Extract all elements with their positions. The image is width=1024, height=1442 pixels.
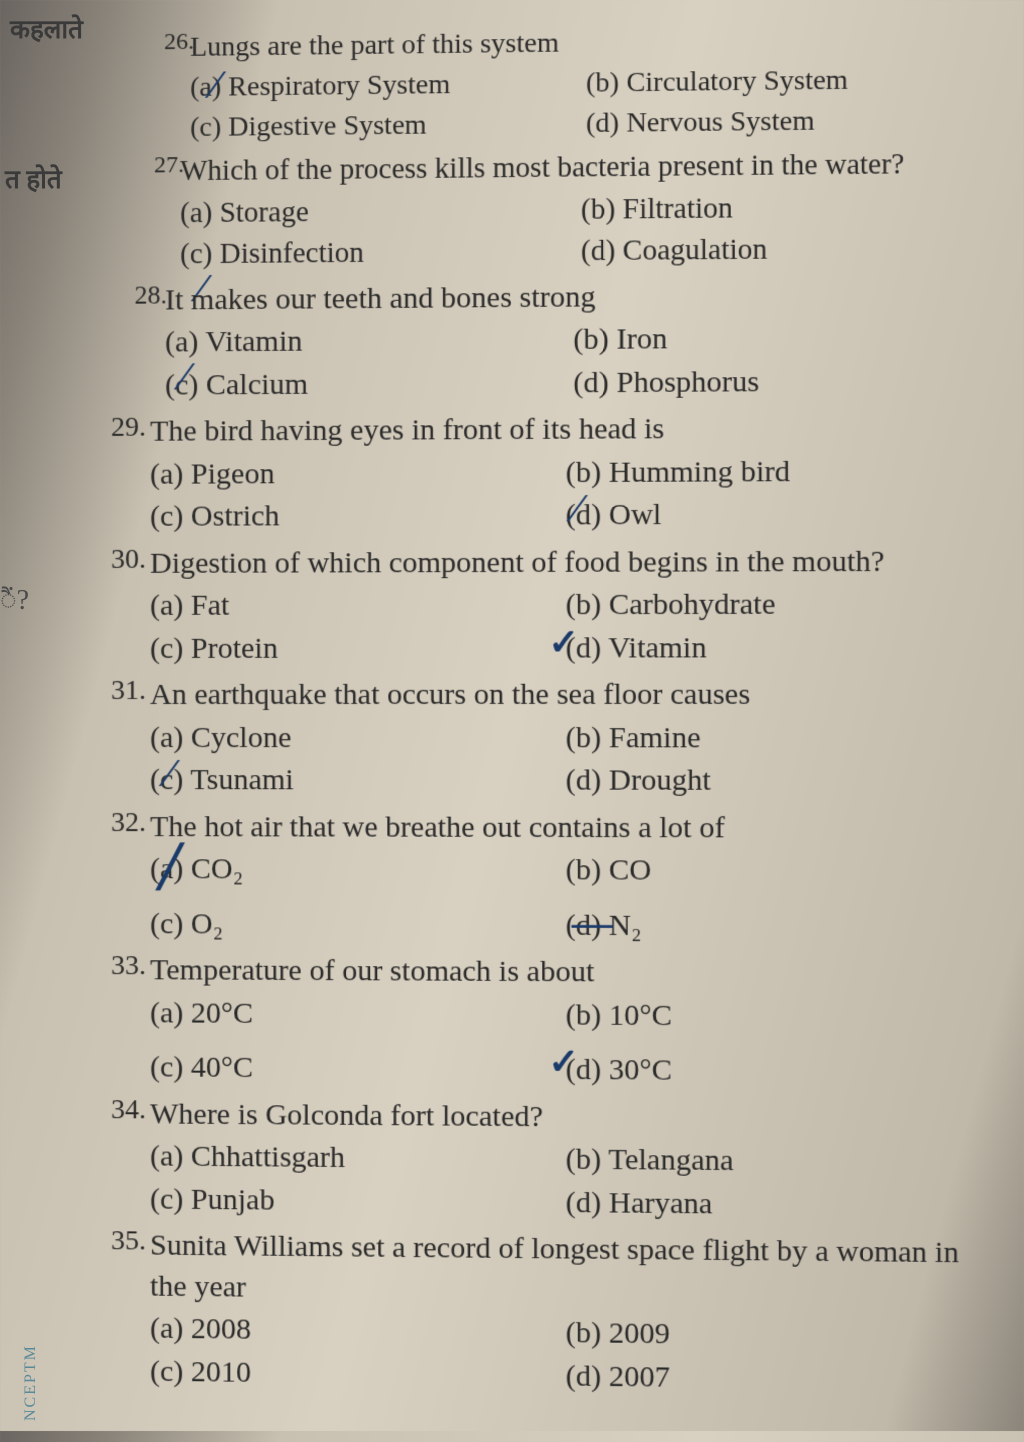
- question-30: 30. Digestion of which component of food…: [150, 541, 967, 669]
- q35-opt-c: (c) 2010: [150, 1351, 545, 1396]
- q32-options: (a) CO₂ (b) CO (c) O₂ (d) N₂: [150, 849, 967, 947]
- question-29: 29. The bird having eyes in front of its…: [150, 408, 967, 538]
- question-28: 28. It makes our teeth and bones strong …: [165, 274, 967, 406]
- question-31: 31. An earthquake that occurs on the sea…: [150, 675, 967, 802]
- side-q-marker: ैं?: [0, 580, 29, 618]
- q30-opt-d: (d) Vitamin: [566, 627, 967, 668]
- q26-text: Lungs are the part of this system: [190, 20, 967, 67]
- q30-opt-c: (c) Protein: [150, 628, 545, 669]
- q27-opt-c: (c) Disinfection: [180, 232, 560, 274]
- q26-options: (a) Respiratory System (b) Circulatory S…: [190, 60, 967, 146]
- q33-text: Temperature of our stomach is about: [150, 951, 967, 995]
- question-27: 27. Which of the process kills most bact…: [180, 145, 967, 274]
- brand-label: NCEPTM: [22, 1344, 40, 1421]
- q29-opt-c: (c) Ostrich: [150, 496, 545, 538]
- question-32: 32. The hot air that we breathe out cont…: [150, 807, 967, 948]
- q34-opt-d: (d) Haryana: [566, 1183, 967, 1227]
- q26-opt-d: (d) Nervous System: [586, 100, 967, 142]
- q33-number: 33.: [102, 950, 146, 982]
- q34-opt-b: (b) Telangana: [566, 1140, 967, 1184]
- q26-opt-b: (b) Circulatory System: [586, 60, 967, 102]
- q33-opt-b: (b) 10°C: [566, 995, 967, 1038]
- q35-opt-a: (a) 2008: [150, 1309, 545, 1354]
- q30-options: (a) Fat (b) Carbohydrate (c) Protein (d)…: [150, 584, 967, 669]
- question-35: 35. Sunita Williams set a record of long…: [150, 1226, 967, 1402]
- q32-opt-d: (d) N₂: [566, 905, 967, 947]
- q34-opt-c: (c) Punjab: [150, 1179, 545, 1223]
- q35-opt-b: (b) 2009: [566, 1313, 967, 1358]
- q30-opt-b: (b) Carbohydrate: [566, 584, 967, 626]
- q29-opt-a: (a) Pigeon: [150, 453, 545, 495]
- q28-options: (a) Vitamin (b) Iron (c) Calcium (d) Pho…: [165, 317, 967, 406]
- q35-options: (a) 2008 (b) 2009 (c) 2010 (d) 2007: [150, 1309, 967, 1402]
- q32-text: The hot air that we breathe out contains…: [150, 807, 967, 849]
- q29-opt-d: (d) Owl: [566, 494, 967, 536]
- q27-opt-d: (d) Coagulation: [581, 228, 967, 271]
- q31-opt-c: (c) Tsunami: [150, 760, 545, 801]
- q31-opt-d: (d) Drought: [566, 761, 967, 802]
- q28-opt-a: (a) Vitamin: [165, 320, 553, 363]
- q29-options: (a) Pigeon (b) Humming bird (c) Ostrich …: [150, 451, 967, 538]
- q28-text: It makes our teeth and bones strong: [165, 274, 967, 321]
- q30-number: 30.: [102, 544, 146, 576]
- question-33: 33. Temperature of our stomach is about …: [150, 951, 967, 1094]
- exam-page: 26. Lungs are the part of this system (a…: [90, 0, 1008, 1442]
- q34-text: Where is Golconda fort located?: [150, 1094, 967, 1141]
- q30-text: Digestion of which component of food beg…: [150, 541, 967, 584]
- q27-options: (a) Storage (b) Filtration (c) Disinfect…: [180, 187, 967, 275]
- q31-opt-b: (b) Famine: [566, 718, 967, 759]
- q33-opt-d: (d) 30°C: [566, 1050, 967, 1093]
- q28-opt-d: (d) Phosphorus: [573, 360, 966, 403]
- q26-opt-a: (a) Respiratory System: [190, 64, 566, 106]
- q30-opt-a: (a) Fat: [150, 585, 545, 626]
- q33-options: (a) 20°C (b) 10°C (c) 40°C (d) 30°C: [150, 993, 967, 1093]
- q27-opt-b: (b) Filtration: [581, 187, 967, 230]
- q26-opt-c: (c) Digestive System: [190, 105, 566, 147]
- question-34: 34. Where is Golconda fort located? (a) …: [150, 1094, 967, 1227]
- q28-opt-b: (b) Iron: [573, 317, 966, 361]
- q32-number: 32.: [102, 807, 146, 839]
- q32-opt-b: (b) CO: [566, 850, 967, 892]
- q32-opt-a: (a) CO₂: [150, 849, 545, 891]
- q34-opt-a: (a) Chhattisgarh: [150, 1137, 545, 1181]
- q29-opt-b: (b) Humming bird: [566, 451, 967, 494]
- q27-text: Which of the process kills most bacteria…: [180, 145, 967, 192]
- q27-opt-a: (a) Storage: [180, 190, 560, 233]
- q31-options: (a) Cyclone (b) Famine (c) Tsunami (d) D…: [150, 718, 967, 802]
- q27-number: 27.: [140, 152, 184, 179]
- q35-text: Sunita Williams set a record of longest …: [150, 1226, 967, 1316]
- q34-options: (a) Chhattisgarh (b) Telangana (c) Punja…: [150, 1137, 967, 1227]
- q35-number: 35.: [102, 1225, 146, 1257]
- q28-number: 28.: [123, 280, 167, 310]
- q33-opt-c: (c) 40°C: [150, 1048, 545, 1091]
- q31-number: 31.: [102, 675, 146, 707]
- side-label-mid: त होते: [5, 160, 62, 196]
- q31-text: An earthquake that occurs on the sea flo…: [150, 675, 967, 716]
- side-label-top: कहलाते: [10, 10, 83, 46]
- q29-text: The bird having eyes in front of its hea…: [150, 408, 967, 453]
- q34-number: 34.: [102, 1094, 146, 1126]
- q31-opt-a: (a) Cyclone: [150, 718, 545, 759]
- q32-opt-c: (c) O₂: [150, 904, 545, 946]
- question-26: 26. Lungs are the part of this system (a…: [190, 20, 967, 147]
- q28-opt-c: (c) Calcium: [165, 363, 553, 406]
- q29-number: 29.: [102, 412, 146, 444]
- q33-opt-a: (a) 20°C: [150, 993, 545, 1036]
- q35-opt-d: (d) 2007: [566, 1356, 967, 1402]
- q26-number: 26.: [150, 29, 194, 57]
